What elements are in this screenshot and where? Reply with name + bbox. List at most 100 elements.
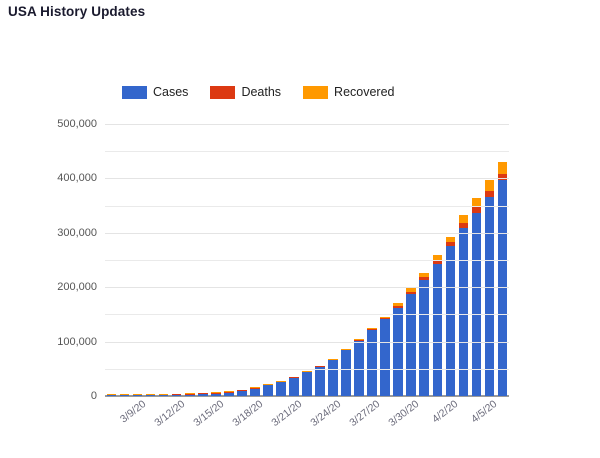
bar-segment-deaths[interactable]: [289, 377, 299, 378]
bar-stack[interactable]: [302, 370, 312, 396]
bar-segment-recovered[interactable]: [484, 180, 495, 191]
bar-segment-cases[interactable]: [276, 382, 286, 396]
bar-segment-deaths[interactable]: [341, 349, 351, 351]
bar-segment-recovered[interactable]: [237, 389, 247, 391]
bar-segment-recovered[interactable]: [223, 391, 234, 392]
bar-segment-deaths[interactable]: [184, 393, 195, 395]
bar-stack[interactable]: [197, 392, 208, 396]
bar-segment-cases[interactable]: [380, 319, 390, 396]
bar-segment-deaths[interactable]: [302, 371, 312, 373]
bar-segment-deaths[interactable]: [367, 328, 377, 330]
bar-stack[interactable]: [315, 365, 325, 396]
bar-segment-cases[interactable]: [250, 388, 260, 396]
bar-segment-recovered[interactable]: [341, 349, 351, 350]
bar-segment-deaths[interactable]: [119, 394, 130, 396]
bar-segment-deaths[interactable]: [484, 190, 495, 197]
bar-segment-deaths[interactable]: [380, 318, 390, 320]
bar-segment-recovered[interactable]: [250, 387, 260, 388]
bar-segment-recovered[interactable]: [432, 255, 443, 261]
bar-segment-deaths[interactable]: [354, 339, 364, 341]
bar-stack[interactable]: [380, 316, 390, 396]
bar-segment-cases[interactable]: [367, 329, 377, 396]
bar-segment-cases[interactable]: [119, 395, 130, 396]
bar-segment-deaths[interactable]: [145, 394, 156, 396]
bar-stack[interactable]: [106, 394, 117, 396]
bar-stack[interactable]: [237, 389, 247, 396]
bar-segment-deaths[interactable]: [432, 260, 443, 264]
bar-segment-recovered[interactable]: [328, 359, 338, 360]
bar-segment-cases[interactable]: [184, 394, 195, 396]
bar-stack[interactable]: [119, 394, 130, 396]
bar-segment-deaths[interactable]: [263, 384, 273, 386]
bar-segment-recovered[interactable]: [367, 328, 377, 329]
bar-segment-recovered[interactable]: [302, 370, 312, 372]
bar-segment-recovered[interactable]: [210, 392, 221, 393]
bar-segment-cases[interactable]: [315, 366, 325, 396]
bar-segment-recovered[interactable]: [354, 339, 364, 340]
bar-segment-recovered[interactable]: [497, 161, 508, 174]
bar-segment-deaths[interactable]: [471, 207, 482, 213]
bar-segment-recovered[interactable]: [393, 303, 404, 307]
bar-segment-cases[interactable]: [223, 392, 234, 396]
bar-stack[interactable]: [289, 376, 299, 396]
bar-stack[interactable]: [367, 328, 377, 396]
bar-segment-recovered[interactable]: [145, 394, 156, 395]
bar-segment-cases[interactable]: [302, 372, 312, 396]
bar-stack[interactable]: [210, 392, 221, 396]
bar-segment-recovered[interactable]: [197, 392, 208, 394]
bar-segment-cases[interactable]: [263, 385, 273, 396]
bar-stack[interactable]: [458, 215, 469, 396]
bar-segment-deaths[interactable]: [419, 277, 430, 280]
bar-segment-cases[interactable]: [471, 212, 482, 396]
bar-segment-recovered[interactable]: [458, 215, 469, 224]
bar-stack[interactable]: [145, 394, 156, 396]
bar-segment-cases[interactable]: [171, 394, 182, 396]
bar-segment-cases[interactable]: [445, 246, 456, 396]
bar-segment-recovered[interactable]: [106, 394, 117, 395]
bar-segment-cases[interactable]: [432, 263, 443, 396]
bar-stack[interactable]: [171, 393, 182, 396]
bar-segment-cases[interactable]: [484, 196, 495, 396]
bar-segment-recovered[interactable]: [158, 393, 169, 395]
bar-segment-recovered[interactable]: [471, 197, 482, 208]
bar-stack[interactable]: [223, 391, 234, 396]
bar-segment-cases[interactable]: [406, 293, 417, 396]
bar-segment-recovered[interactable]: [132, 394, 143, 395]
bar-stack[interactable]: [497, 161, 508, 396]
bar-stack[interactable]: [484, 180, 495, 396]
bar-segment-deaths[interactable]: [237, 390, 247, 391]
bar-segment-deaths[interactable]: [171, 394, 182, 395]
bar-segment-cases[interactable]: [158, 395, 169, 396]
bar-segment-cases[interactable]: [289, 377, 299, 396]
bar-segment-deaths[interactable]: [393, 306, 404, 308]
legend-item-recovered[interactable]: Recovered: [303, 85, 395, 99]
bar-segment-recovered[interactable]: [276, 380, 286, 382]
bar-segment-recovered[interactable]: [406, 287, 417, 292]
bar-segment-recovered[interactable]: [119, 394, 130, 395]
bar-segment-deaths[interactable]: [250, 387, 260, 389]
bar-segment-cases[interactable]: [341, 350, 351, 396]
bar-stack[interactable]: [158, 393, 169, 396]
bar-stack[interactable]: [328, 359, 338, 396]
bar-segment-cases[interactable]: [497, 180, 508, 396]
bar-segment-deaths[interactable]: [406, 291, 417, 294]
bar-segment-cases[interactable]: [237, 390, 247, 396]
bar-segment-cases[interactable]: [197, 394, 208, 396]
bar-segment-deaths[interactable]: [458, 223, 469, 228]
legend-item-cases[interactable]: Cases: [122, 85, 188, 99]
bar-segment-cases[interactable]: [393, 307, 404, 396]
bar-segment-deaths[interactable]: [276, 381, 286, 383]
bar-segment-cases[interactable]: [210, 393, 221, 396]
bar-stack[interactable]: [406, 287, 417, 396]
bar-segment-cases[interactable]: [106, 395, 117, 396]
bar-segment-deaths[interactable]: [132, 394, 143, 396]
bar-segment-deaths[interactable]: [497, 173, 508, 181]
bar-segment-cases[interactable]: [132, 395, 143, 396]
bar-segment-cases[interactable]: [145, 395, 156, 396]
bar-stack[interactable]: [393, 303, 404, 396]
bar-segment-recovered[interactable]: [419, 272, 430, 278]
bar-segment-deaths[interactable]: [158, 394, 169, 396]
legend-item-deaths[interactable]: Deaths: [210, 85, 281, 99]
bar-segment-recovered[interactable]: [263, 384, 273, 385]
bar-stack[interactable]: [445, 236, 456, 396]
